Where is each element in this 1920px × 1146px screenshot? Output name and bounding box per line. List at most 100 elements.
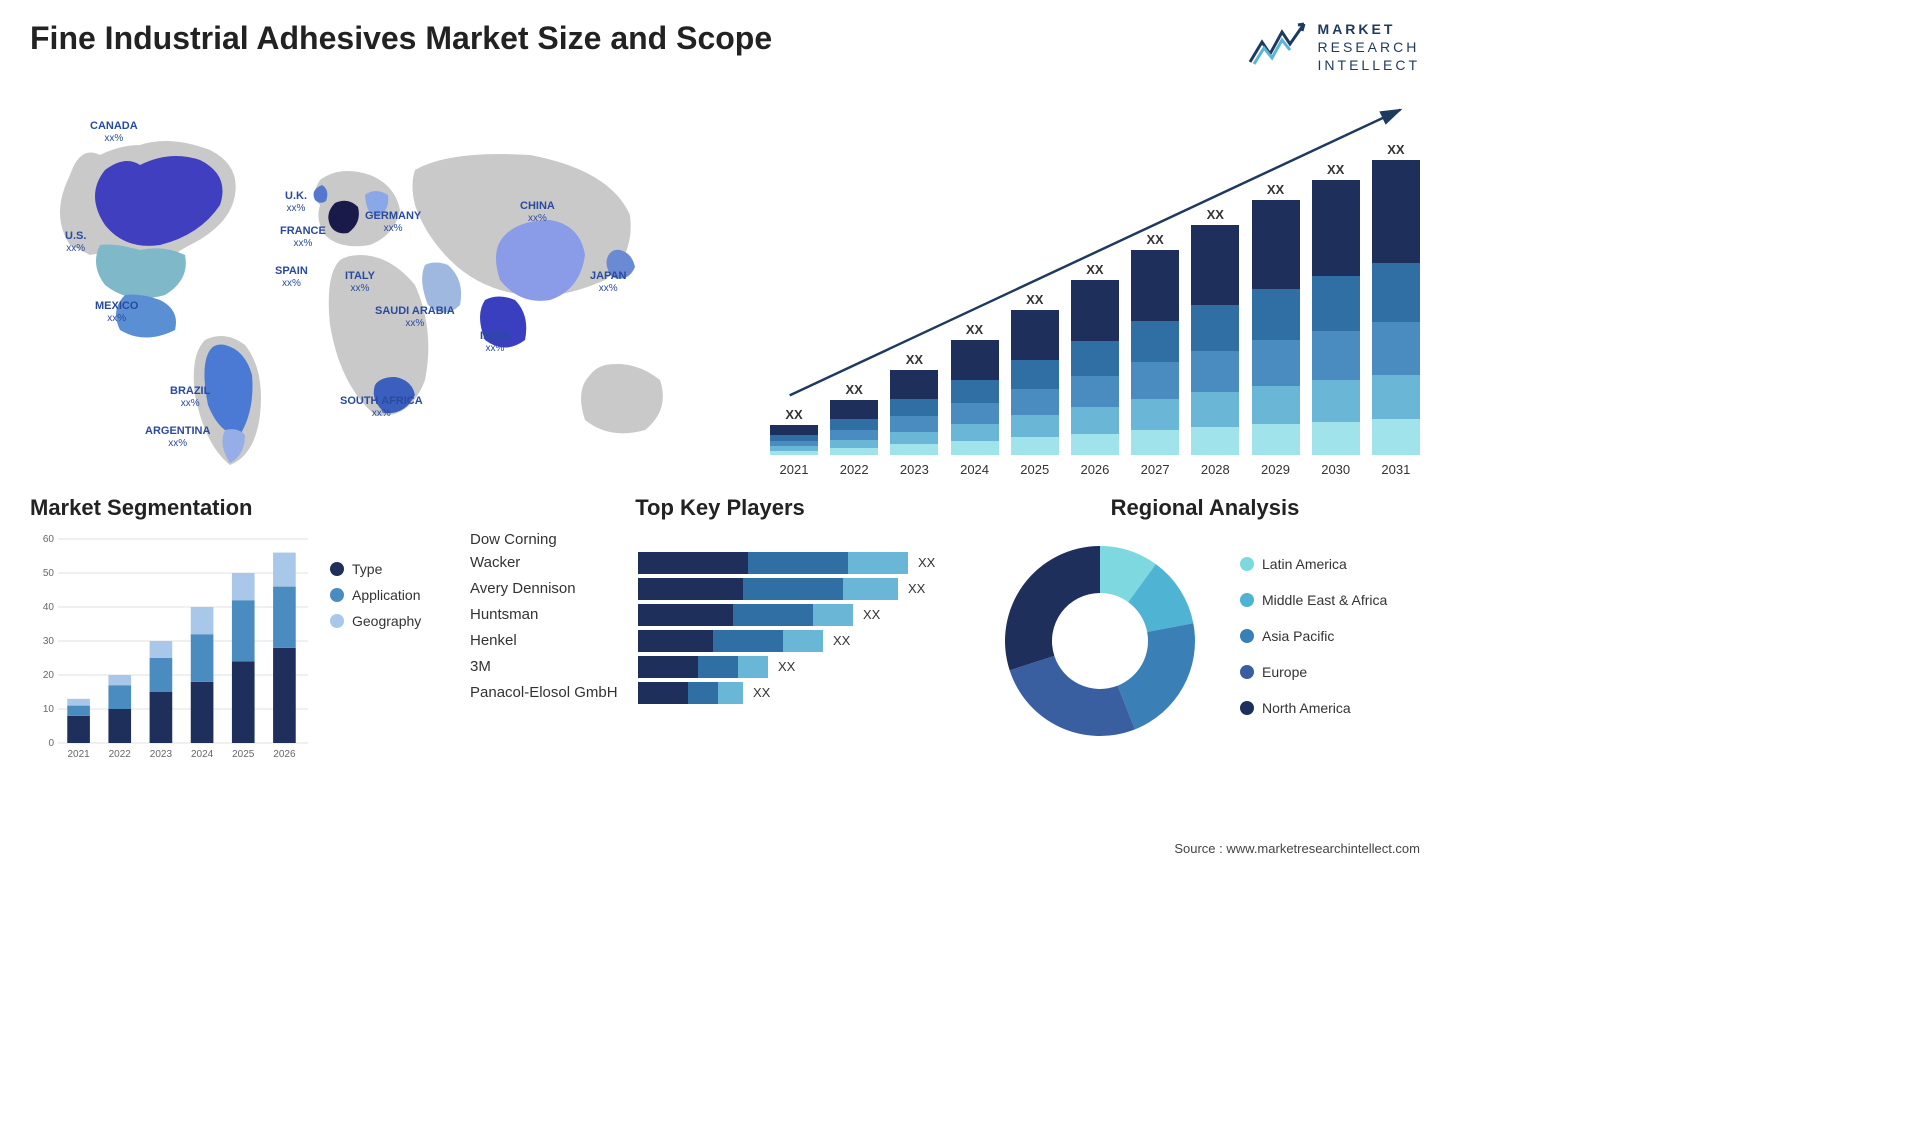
player-name: Huntsman bbox=[470, 606, 630, 623]
legend-item: Middle East & Africa bbox=[1240, 592, 1387, 608]
growth-value-label: XX bbox=[770, 407, 818, 422]
growth-value-label: XX bbox=[830, 382, 878, 397]
svg-text:20: 20 bbox=[43, 670, 55, 681]
player-row: Panacol-Elosol GmbH XX bbox=[470, 682, 970, 704]
player-row: Dow Corning bbox=[470, 531, 970, 548]
growth-bar: XX bbox=[1372, 160, 1420, 455]
svg-text:0: 0 bbox=[48, 738, 54, 749]
regional-title: Regional Analysis bbox=[990, 495, 1420, 521]
regional-legend: Latin America Middle East & Africa Asia Pa… bbox=[1240, 556, 1387, 726]
growth-year-label: 2027 bbox=[1131, 462, 1179, 477]
map-label: GERMANYxx% bbox=[365, 210, 421, 234]
map-label: CANADAxx% bbox=[90, 120, 138, 144]
segmentation-chart: 0 10 20 30 40 50 60 2021 2022 2023 2024 2025 2026 bbox=[30, 531, 310, 761]
player-value: XX bbox=[918, 555, 935, 570]
growth-value-label: XX bbox=[951, 322, 999, 337]
player-row: 3M XX bbox=[470, 656, 970, 678]
growth-year-label: 2026 bbox=[1071, 462, 1119, 477]
growth-value-label: XX bbox=[1252, 182, 1300, 197]
map-label: U.S.xx% bbox=[65, 230, 86, 254]
logo-line3: INTELLECT bbox=[1318, 56, 1420, 74]
player-bar bbox=[638, 656, 768, 678]
regional-donut bbox=[990, 531, 1210, 751]
market-segmentation-panel: Market Segmentation 01020304050602021202… bbox=[30, 495, 450, 761]
legend-item: Geography bbox=[330, 613, 450, 629]
growth-value-label: XX bbox=[1071, 262, 1119, 277]
world-map: CANADAxx%U.S.xx%MEXICOxx%BRAZILxx%ARGENT… bbox=[30, 95, 730, 485]
growth-bar: XX bbox=[770, 425, 818, 455]
player-value: XX bbox=[908, 581, 925, 596]
growth-chart: XXXXXXXXXXXXXXXXXXXXXX 20212022202320242… bbox=[770, 95, 1420, 475]
growth-bar: XX bbox=[1252, 200, 1300, 455]
map-label: INDIAxx% bbox=[480, 330, 510, 354]
growth-year-label: 2028 bbox=[1191, 462, 1239, 477]
growth-year-label: 2030 bbox=[1312, 462, 1360, 477]
growth-bar: XX bbox=[1071, 280, 1119, 455]
player-row: Avery Dennison XX bbox=[470, 578, 970, 600]
growth-bar: XX bbox=[890, 370, 938, 455]
svg-text:2023: 2023 bbox=[150, 749, 173, 760]
player-name: Avery Dennison bbox=[470, 580, 630, 597]
growth-year-label: 2025 bbox=[1011, 462, 1059, 477]
growth-bar: XX bbox=[1011, 310, 1059, 455]
player-value: XX bbox=[753, 685, 770, 700]
regional-panel: Regional Analysis Latin America Middle Ea… bbox=[990, 495, 1420, 761]
growth-year-label: 2029 bbox=[1252, 462, 1300, 477]
svg-text:2025: 2025 bbox=[232, 749, 255, 760]
segmentation-legend: TypeApplicationGeography bbox=[330, 531, 450, 761]
growth-bar: XX bbox=[1131, 250, 1179, 455]
growth-year-label: 2022 bbox=[830, 462, 878, 477]
growth-year-label: 2023 bbox=[890, 462, 938, 477]
source-attribution: Source : www.marketresearchintellect.com bbox=[1174, 841, 1420, 856]
svg-text:2026: 2026 bbox=[273, 749, 296, 760]
svg-text:30: 30 bbox=[43, 636, 55, 647]
growth-value-label: XX bbox=[1131, 232, 1179, 247]
map-label: BRAZILxx% bbox=[170, 385, 210, 409]
player-bar bbox=[638, 682, 743, 704]
player-name: Panacol-Elosol GmbH bbox=[470, 684, 630, 701]
legend-item: Europe bbox=[1240, 664, 1387, 680]
growth-value-label: XX bbox=[1011, 292, 1059, 307]
map-label: U.K.xx% bbox=[285, 190, 307, 214]
player-bar bbox=[638, 552, 908, 574]
players-panel: Top Key Players Dow CorningWackerXXAvery… bbox=[470, 495, 970, 761]
growth-bar: XX bbox=[1191, 225, 1239, 455]
svg-text:60: 60 bbox=[43, 534, 55, 545]
legend-item: Application bbox=[330, 587, 450, 603]
svg-text:10: 10 bbox=[43, 704, 55, 715]
svg-text:2024: 2024 bbox=[191, 749, 214, 760]
map-label: MEXICOxx% bbox=[95, 300, 138, 324]
svg-text:40: 40 bbox=[43, 602, 55, 613]
brand-logo: MARKET RESEARCH INTELLECT bbox=[1248, 20, 1420, 75]
player-row: Huntsman XX bbox=[470, 604, 970, 626]
map-label: ITALYxx% bbox=[345, 270, 375, 294]
player-name: Dow Corning bbox=[470, 531, 630, 548]
player-name: Henkel bbox=[470, 632, 630, 649]
player-value: XX bbox=[833, 633, 850, 648]
map-label: SPAINxx% bbox=[275, 265, 308, 289]
growth-value-label: XX bbox=[1372, 142, 1420, 157]
growth-bar: XX bbox=[951, 340, 999, 455]
growth-year-label: 2031 bbox=[1372, 462, 1420, 477]
svg-text:50: 50 bbox=[43, 568, 55, 579]
growth-year-label: 2024 bbox=[951, 462, 999, 477]
player-bar bbox=[638, 630, 823, 652]
player-row: Henkel XX bbox=[470, 630, 970, 652]
logo-line1: MARKET bbox=[1318, 20, 1420, 38]
growth-value-label: XX bbox=[1191, 207, 1239, 222]
growth-bar: XX bbox=[830, 400, 878, 455]
svg-text:2021: 2021 bbox=[67, 749, 90, 760]
map-label: CHINAxx% bbox=[520, 200, 555, 224]
svg-text:2022: 2022 bbox=[109, 749, 132, 760]
player-name: Wacker bbox=[470, 554, 630, 571]
player-name: 3M bbox=[470, 658, 630, 675]
player-value: XX bbox=[778, 659, 795, 674]
map-label: FRANCExx% bbox=[280, 225, 326, 249]
growth-year-label: 2021 bbox=[770, 462, 818, 477]
player-value: XX bbox=[863, 607, 880, 622]
page-title: Fine Industrial Adhesives Market Size an… bbox=[30, 20, 772, 57]
legend-item: Latin America bbox=[1240, 556, 1387, 572]
players-title: Top Key Players bbox=[470, 495, 970, 521]
legend-item: North America bbox=[1240, 700, 1387, 716]
legend-item: Asia Pacific bbox=[1240, 628, 1387, 644]
